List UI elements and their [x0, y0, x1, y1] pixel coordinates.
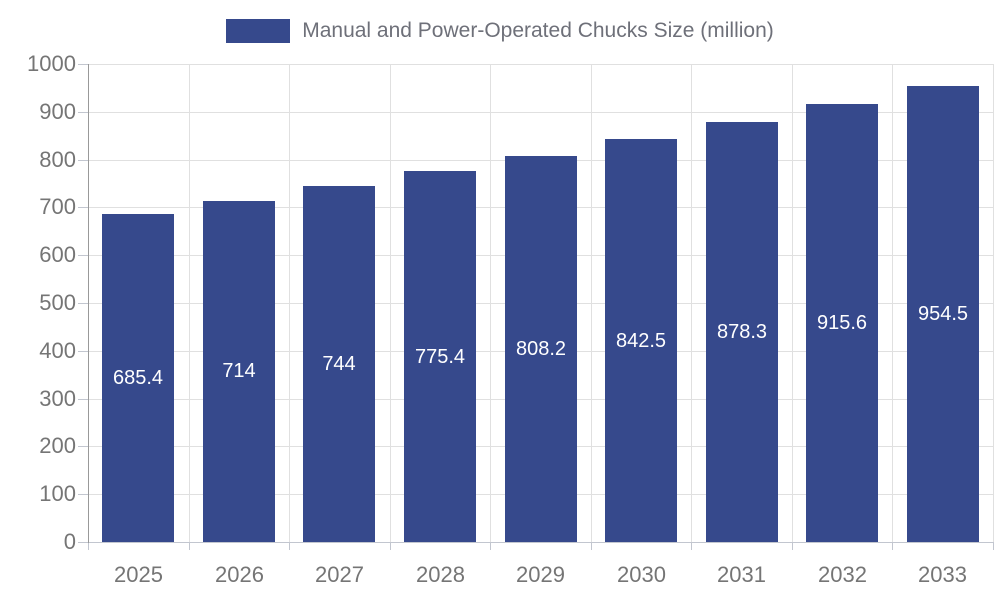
y-tick — [78, 112, 88, 113]
y-tick-label: 0 — [63, 529, 76, 554]
y-tick-label: 300 — [39, 386, 76, 411]
x-tick — [993, 542, 994, 550]
y-axis-line — [88, 64, 89, 543]
gridline-v — [189, 64, 190, 542]
bar-value-label: 808.2 — [515, 338, 567, 360]
gridline-v — [993, 64, 994, 542]
y-tick-label: 200 — [39, 433, 76, 458]
x-tick — [691, 542, 692, 550]
x-tick — [189, 542, 190, 550]
x-tick — [490, 542, 491, 550]
gridline-v — [591, 64, 592, 542]
bar-value-label: 775.4 — [414, 346, 466, 368]
x-tick — [88, 542, 89, 550]
legend-swatch-icon — [226, 19, 291, 43]
bar — [907, 86, 979, 542]
y-tick — [78, 160, 88, 161]
bar-value-label: 714 — [222, 360, 256, 382]
gridline-v — [490, 64, 491, 542]
y-tick-label: 100 — [39, 481, 76, 506]
x-tick-label: 2026 — [215, 562, 264, 587]
x-tick-label: 2028 — [416, 562, 465, 587]
gridline-v — [691, 64, 692, 542]
bar-value-label: 878.3 — [716, 321, 768, 343]
legend-item[interactable]: Manual and Power-Operated Chucks Size (m… — [226, 17, 774, 45]
gridline-h — [88, 112, 993, 113]
bar — [404, 171, 476, 542]
bar — [706, 122, 778, 542]
y-tick-label: 700 — [39, 194, 76, 219]
x-tick-label: 2032 — [818, 562, 867, 587]
x-tick-label: 2033 — [918, 562, 967, 587]
x-tick-label: 2031 — [717, 562, 766, 587]
y-tick-label: 1000 — [27, 51, 76, 76]
gridline-v — [792, 64, 793, 542]
bar — [505, 156, 577, 542]
y-tick-label: 600 — [39, 242, 76, 267]
bar-value-label: 954.5 — [917, 303, 969, 325]
bar — [605, 139, 677, 542]
bar — [806, 104, 878, 542]
y-tick — [78, 494, 88, 495]
bar — [102, 214, 174, 542]
bar — [203, 201, 275, 542]
y-tick — [78, 446, 88, 447]
x-tick — [792, 542, 793, 550]
x-tick — [289, 542, 290, 550]
y-tick — [78, 64, 88, 65]
x-tick — [892, 542, 893, 550]
x-tick — [390, 542, 391, 550]
bar-value-label: 915.6 — [816, 312, 868, 334]
legend-label: Manual and Power-Operated Chucks Size (m… — [302, 19, 774, 42]
y-tick — [78, 207, 88, 208]
gridline-v — [289, 64, 290, 542]
y-tick — [78, 303, 88, 304]
bar — [303, 186, 375, 542]
x-tick-label: 2030 — [617, 562, 666, 587]
x-tick-label: 2027 — [315, 562, 364, 587]
gridline-v — [892, 64, 893, 542]
bar-value-label: 685.4 — [112, 367, 164, 389]
x-axis-line — [78, 542, 993, 543]
x-tick-label: 2025 — [114, 562, 163, 587]
bar-value-label: 744 — [322, 353, 356, 375]
y-tick — [78, 255, 88, 256]
y-tick-label: 400 — [39, 338, 76, 363]
gridline-v — [390, 64, 391, 542]
legend: Manual and Power-Operated Chucks Size (m… — [0, 17, 1000, 45]
x-tick-label: 2029 — [516, 562, 565, 587]
y-tick — [78, 351, 88, 352]
y-tick-label: 500 — [39, 290, 76, 315]
x-tick — [591, 542, 592, 550]
y-tick-label: 900 — [39, 99, 76, 124]
bar-value-label: 842.5 — [615, 330, 667, 352]
y-tick — [78, 399, 88, 400]
y-tick-label: 800 — [39, 147, 76, 172]
gridline-h — [88, 64, 993, 65]
